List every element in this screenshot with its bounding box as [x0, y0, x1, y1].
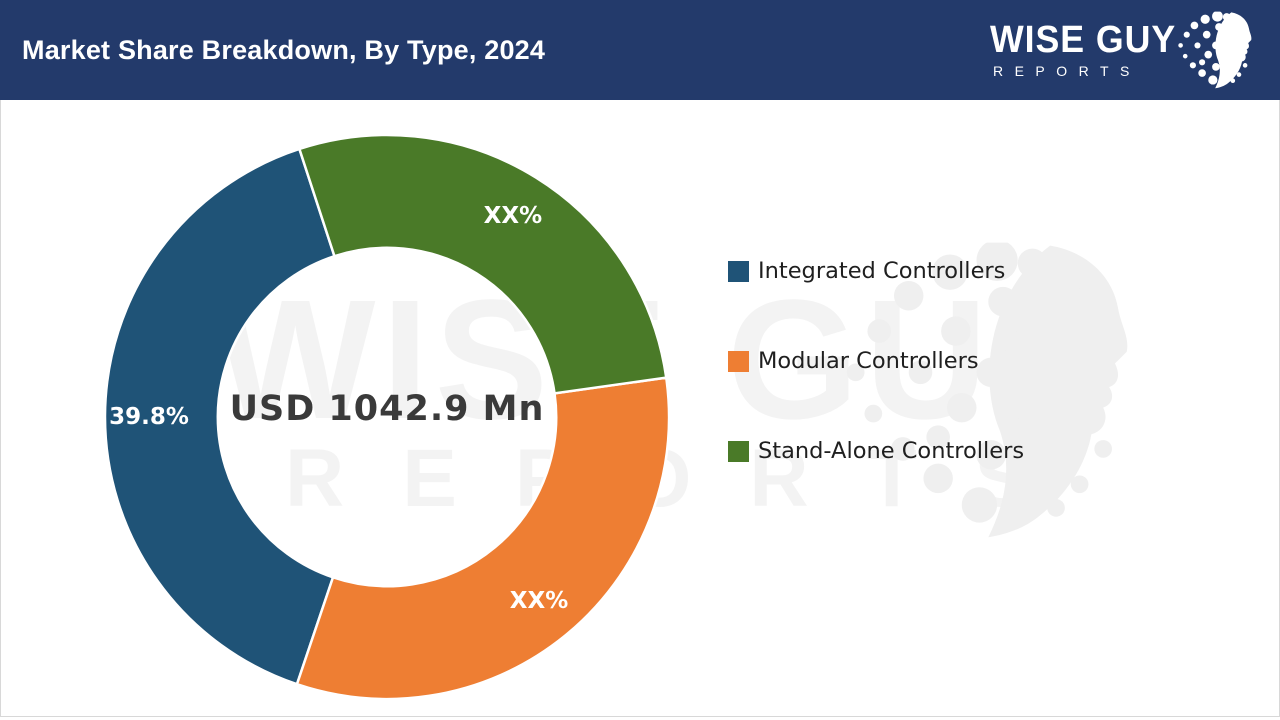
chart-legend: Integrated Controllers Modular Controlle… — [728, 258, 1024, 464]
left-border-line — [0, 100, 1, 716]
bottom-border-line — [0, 716, 1280, 717]
legend-swatch-blue — [728, 260, 749, 282]
legend-item-standalone-controllers: Stand-Alone Controllers — [728, 438, 1024, 464]
legend-swatch-green — [728, 440, 749, 462]
donut-segment-1-percent-label: XX% — [510, 588, 569, 614]
logo-face-icon — [1176, 9, 1262, 91]
legend-label: Stand-Alone Controllers — [758, 438, 1025, 464]
donut-segment-0 — [103, 147, 337, 686]
header-bar: Market Share Breakdown, By Type, 2024 WI… — [0, 0, 1280, 100]
donut-segment-0-percent-label: 39.8% — [109, 404, 189, 430]
legend-label: Integrated Controllers — [758, 258, 1006, 284]
wise-guy-logo: WISE GUY REPORTS — [990, 6, 1262, 94]
logo-wiseguy-text: WISE GUY — [989, 19, 1177, 61]
page-title: Market Share Breakdown, By Type, 2024 — [22, 34, 546, 65]
chart-center-value: USD 1042.9 Mn — [229, 389, 545, 429]
legend-swatch-orange — [728, 350, 749, 372]
donut-segment-2-percent-label: XX% — [484, 203, 543, 229]
legend-item-modular-controllers: Modular Controllers — [728, 348, 1024, 374]
donut-segment-1 — [295, 376, 671, 701]
logo-text: WISE GUY REPORTS — [990, 21, 1188, 79]
logo-reports-text: REPORTS — [992, 63, 1141, 79]
legend-label: Modular Controllers — [758, 348, 979, 374]
donut-segment-2 — [297, 133, 668, 395]
legend-item-integrated-controllers: Integrated Controllers — [728, 258, 1024, 284]
